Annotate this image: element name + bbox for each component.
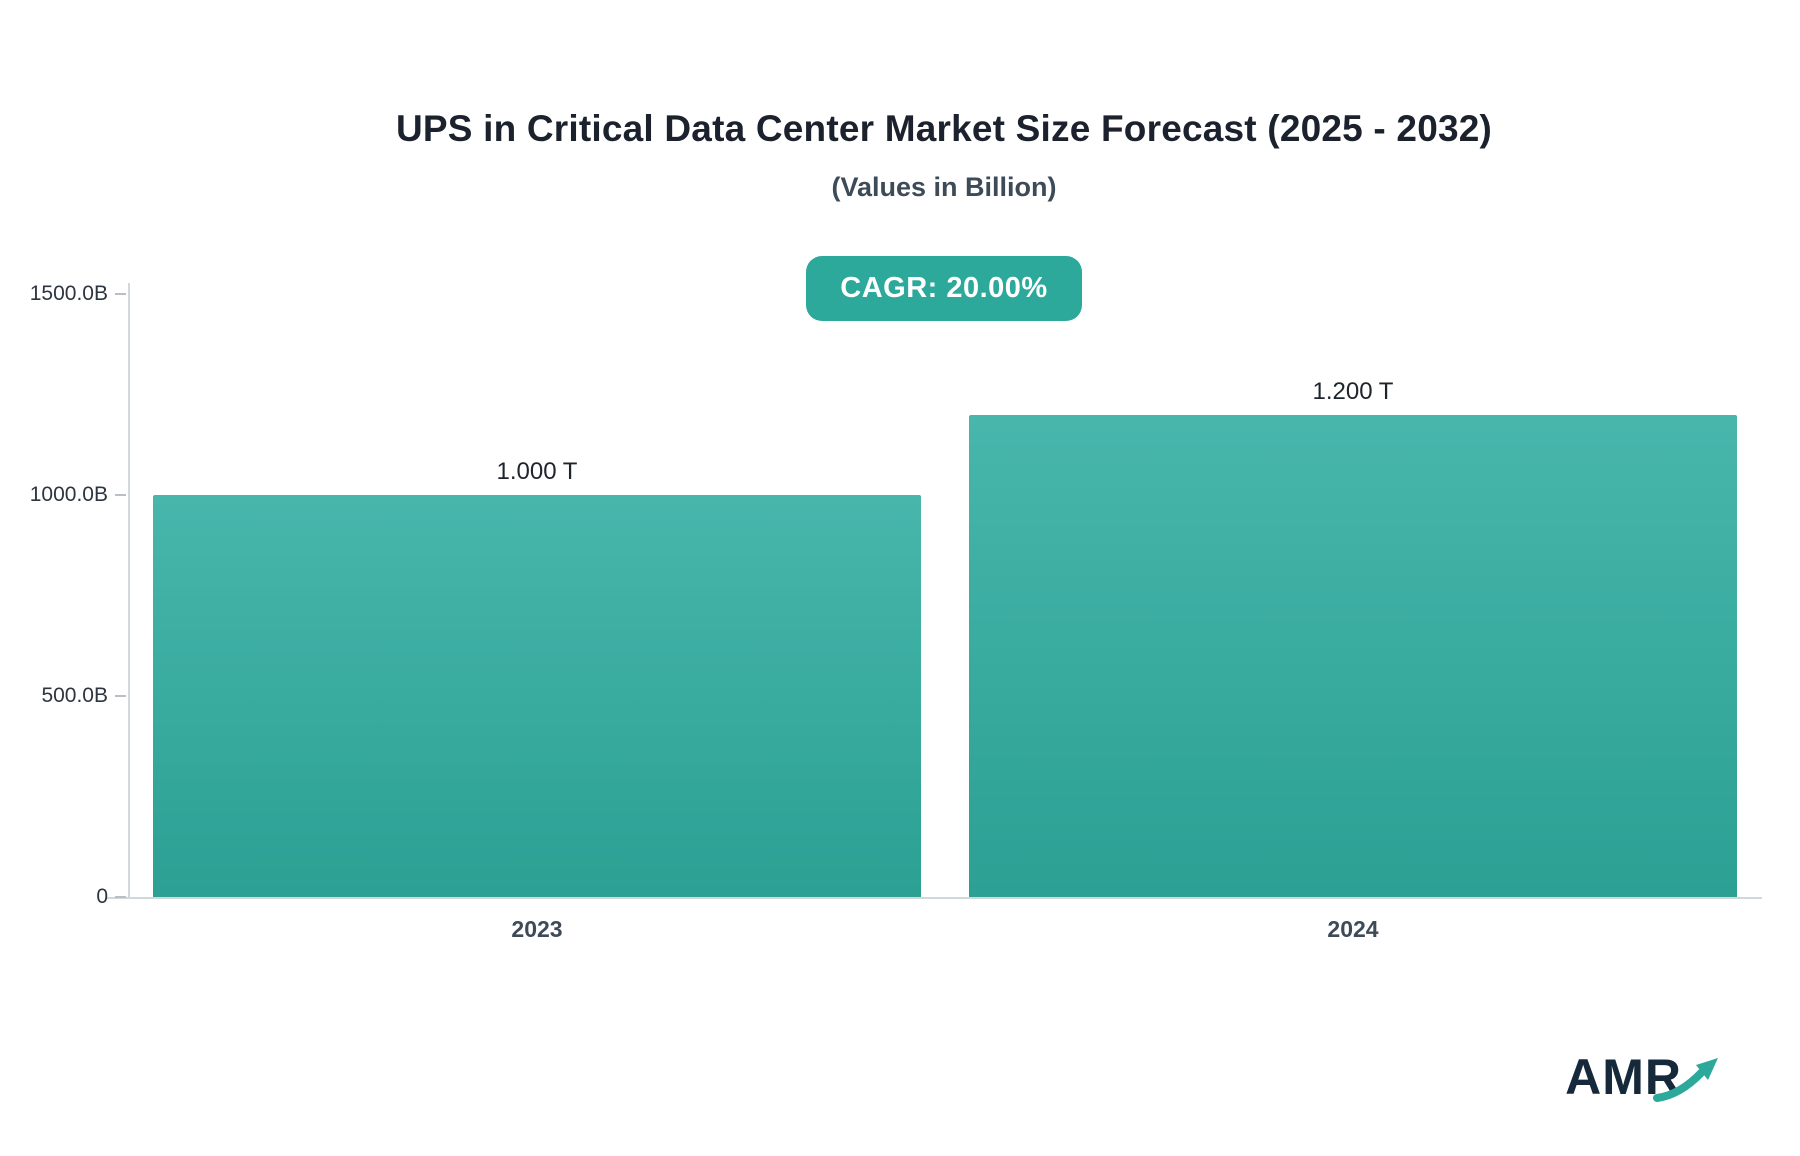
chart-title: UPS in Critical Data Center Market Size … [395, 108, 1493, 149]
y-axis: 0 500.0B 1000.0B 1500.0B [0, 282, 126, 908]
x-axis-line [106, 897, 1762, 899]
y-tick-mark [115, 494, 126, 496]
y-tick: 0 [96, 885, 126, 909]
y-tick-label: 0 [96, 885, 108, 908]
x-axis-label-2023: 2023 [511, 916, 563, 942]
chart-subtitle: (Values in Billion) [831, 172, 1057, 202]
x-axis-labels: 2023 2024 [130, 916, 1760, 943]
bar-value-label: 1.200 T [1312, 377, 1394, 405]
y-tick-label: 1000.0B [29, 483, 108, 506]
y-tick-mark [115, 293, 126, 295]
y-tick-label: 500.0B [41, 684, 108, 707]
y-tick: 1500.0B [30, 282, 126, 306]
plot-area: 1.000 T 1.200 T [130, 294, 1760, 897]
y-tick: 500.0B [41, 684, 126, 708]
y-tick: 1000.0B [30, 483, 126, 507]
amr-logo: AMR [1565, 1048, 1724, 1106]
y-tick-label: 1500.0B [29, 282, 108, 305]
cagr-badge-row: CAGR: 20.00% [128, 256, 1760, 321]
bar-value-label: 1.000 T [496, 458, 578, 485]
growth-arrow-icon [1653, 1058, 1718, 1102]
bar-2023[interactable]: 1.000 T [153, 458, 921, 897]
y-tick-mark [115, 695, 126, 697]
cagr-badge: CAGR: 20.00% [806, 256, 1082, 321]
y-tick-mark [115, 896, 126, 898]
y-axis-line [128, 283, 130, 899]
bar-2024[interactable]: 1.200 T [969, 378, 1737, 897]
x-axis-label-2024: 2024 [1327, 916, 1379, 942]
